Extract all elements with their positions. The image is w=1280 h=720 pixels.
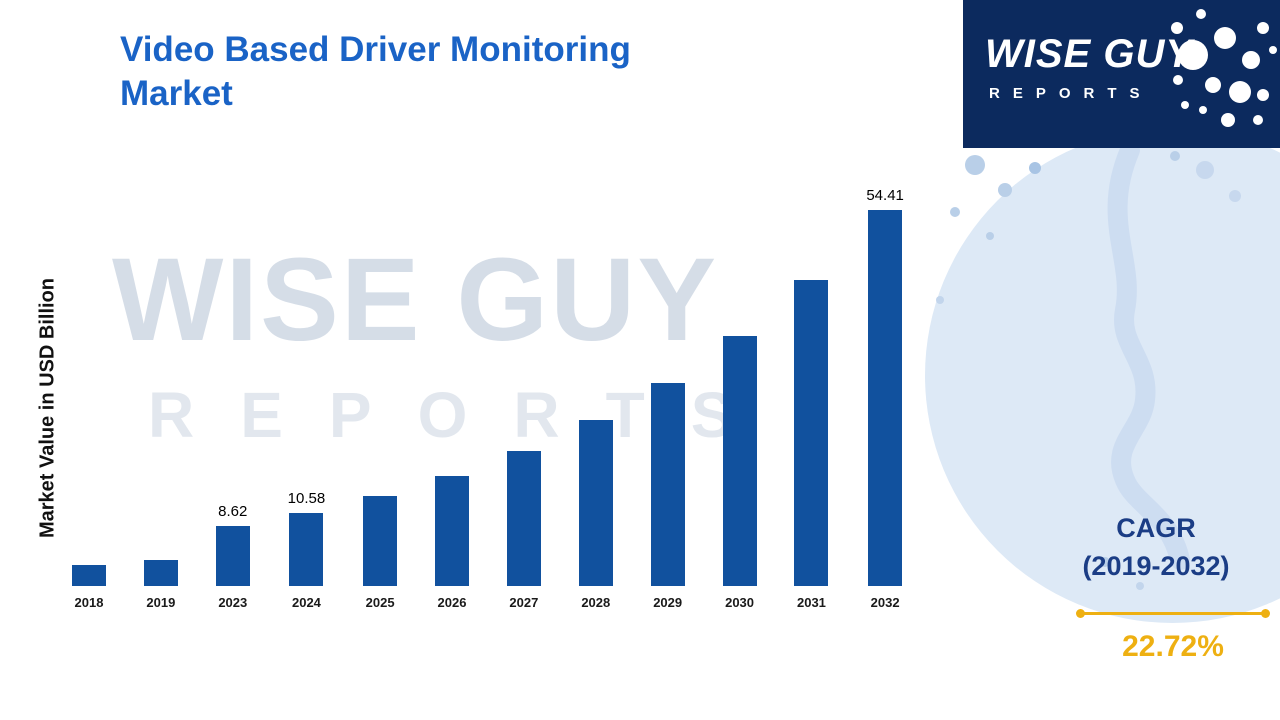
wiseguy-logo-face-icon (1171, 9, 1277, 127)
bar-2023 (215, 526, 250, 586)
watermark-line1: WISE GUY (112, 234, 719, 366)
bar-2027 (506, 451, 541, 586)
bar-column-2019: 2019 (143, 537, 178, 610)
bar-column-2024: 10.58 2024 (288, 490, 326, 610)
x-axis-tick-2028: 2028 (581, 595, 611, 610)
x-axis-tick-2023: 2023 (218, 595, 248, 610)
x-axis-tick-2030: 2030 (725, 595, 755, 610)
bar-column-2028: 2028 (578, 397, 613, 610)
bar-column-2018: 2018 (72, 542, 106, 610)
bar-column-2032: 54.41 2032 (866, 187, 904, 610)
y-axis-label: Market Value in USD Billion (36, 277, 59, 539)
bar-value-label-2032: 54.41 (866, 187, 904, 204)
bar-column-2026: 2026 (435, 453, 469, 610)
brand-subname: REPORTS (989, 85, 1153, 102)
page-title: Video Based Driver Monitoring Market (120, 30, 631, 113)
brand-name: WISE GUY (985, 32, 1194, 76)
bar-2018 (72, 565, 106, 586)
x-axis-tick-2018: 2018 (74, 595, 104, 610)
bar-2024 (289, 513, 324, 586)
bar-2030 (722, 336, 757, 586)
bar-column-2031: 2031 (794, 257, 829, 610)
bar-2031 (794, 280, 829, 586)
watermark-line2: REPORTS (148, 379, 780, 451)
bar-2019 (143, 560, 178, 586)
x-axis-tick-2027: 2027 (509, 595, 539, 610)
cagr-range: (2019-2032) (1082, 550, 1230, 581)
bar-column-2029: 2029 (650, 360, 685, 610)
cagr-divider-line (1076, 609, 1270, 618)
bar-value-label-2023: 8.62 (218, 503, 248, 520)
bar-2025 (363, 496, 398, 586)
x-axis-tick-2024: 2024 (291, 595, 321, 610)
x-axis-tick-2026: 2026 (437, 595, 467, 610)
bar-2029 (650, 383, 685, 586)
x-axis-tick-2029: 2029 (653, 595, 683, 610)
x-axis-tick-2032: 2032 (870, 595, 900, 610)
brand-text: WISE GUY REPORTS (985, 32, 1193, 102)
bar-value-label-2024: 10.58 (287, 490, 326, 507)
cagr-label: CAGR (1116, 513, 1196, 543)
cagr-block: CAGR (2019-2032) (1040, 510, 1272, 586)
bar-2032 (868, 210, 903, 586)
bar-column-2027: 2027 (506, 428, 541, 610)
bar-column-2023: 8.62 2023 (215, 503, 250, 610)
cagr-value: 22.72% (1122, 630, 1224, 663)
bar-2028 (578, 420, 613, 586)
bar-2026 (435, 476, 469, 586)
x-axis-tick-2019: 2019 (146, 595, 176, 610)
bar-column-2025: 2025 (363, 473, 398, 610)
x-axis-tick-2025: 2025 (365, 595, 395, 610)
brand-block: WISE GUY REPORTS (963, 0, 1280, 148)
plot-area: 2018 2019 8.62 2023 10.58 2024 2025 2026 2027 202… (72, 187, 904, 610)
bar-column-2030: 2030 (722, 313, 757, 610)
x-axis-tick-2031: 2031 (796, 595, 826, 610)
